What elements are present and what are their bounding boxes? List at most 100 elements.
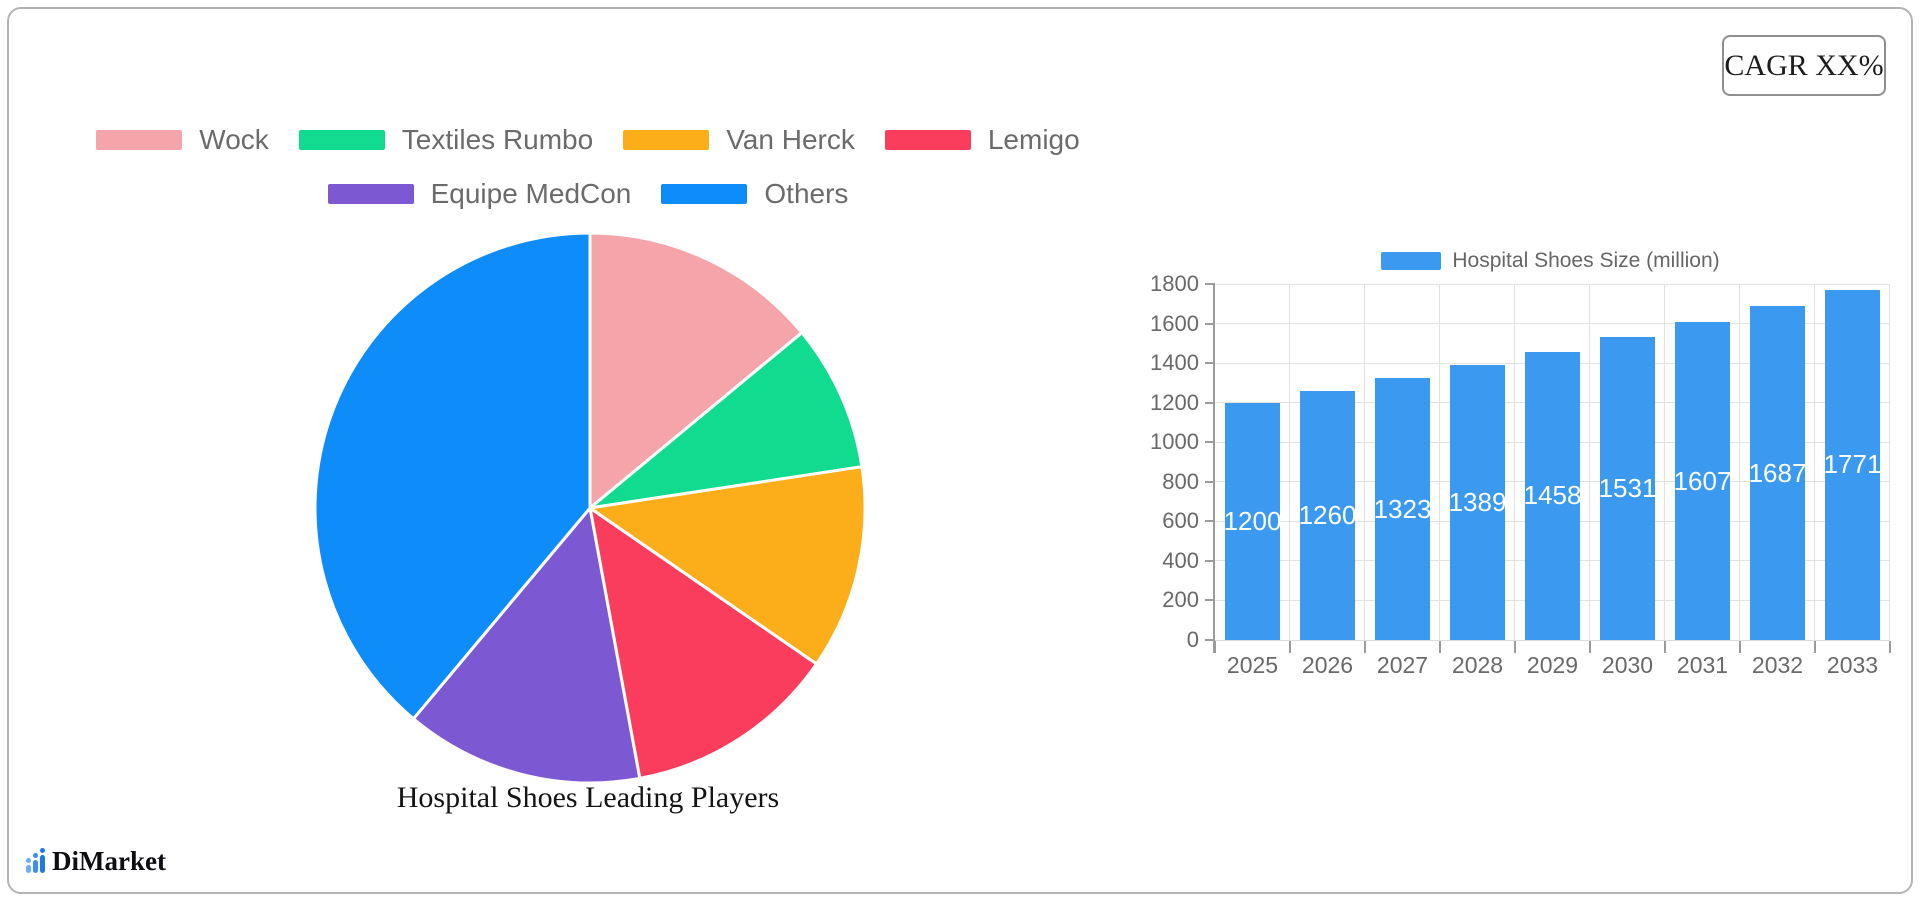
x-axis-tick-label: 2027	[1376, 652, 1429, 678]
y-axis-tick-label: 1200	[1150, 389, 1199, 415]
bar-value-label: 1531	[1598, 473, 1657, 504]
bar-y-axis-labels: 0 200 400 600 800 1000 1200 1400 1600 1800	[1105, 273, 1199, 651]
x-axis-tick-label: 2029	[1526, 652, 1579, 678]
bar-value-label: 1389	[1448, 487, 1507, 518]
pie-legend-item-equipe-medcon[interactable]: Equipe MedCon	[327, 178, 632, 210]
gridline	[1889, 284, 1890, 640]
pie-legend-item-others[interactable]: Others	[661, 178, 848, 210]
bar-value-label: 1771	[1823, 449, 1882, 480]
pie-chart-title: Hospital Shoes Leading Players	[396, 781, 780, 814]
cagr-badge: CAGR XX%	[1722, 35, 1886, 96]
y-axis-tick	[1205, 520, 1215, 523]
bar-legend-swatch	[1381, 252, 1442, 270]
bar-value-label: 1687	[1748, 457, 1807, 488]
y-axis-tick	[1205, 441, 1215, 444]
bar-plot-area: 1200 1260 1323 1389 1458 1531 1607 1687 1771	[1205, 283, 1891, 653]
bar-2029: 1458	[1523, 351, 1582, 640]
y-axis-tick-label: 200	[1162, 587, 1199, 613]
gridline	[1589, 284, 1590, 640]
pie-chart-panel: Wock Textiles Rumbo Van Herck Lemigo Equipe …	[0, 115, 1176, 814]
bar-2025: 1200	[1223, 402, 1282, 640]
pie-slice-equipe-medcon	[411, 506, 642, 785]
x-axis-tick	[1589, 641, 1591, 653]
legend-label: Textiles Rumbo	[401, 124, 594, 155]
gridline	[1814, 284, 1815, 640]
y-axis-line	[1213, 640, 1215, 653]
x-axis-tick-label: 2028	[1451, 652, 1504, 678]
x-axis-tick	[1289, 641, 1291, 653]
x-axis-tick-label: 2026	[1301, 652, 1354, 678]
pie-legend-item-textiles-rumbo[interactable]: Textiles Rumbo	[298, 124, 594, 156]
x-axis-tick-label: 2030	[1601, 652, 1654, 678]
pie-legend-item-wock[interactable]: Wock	[96, 124, 269, 156]
x-axis-tick	[1439, 641, 1441, 653]
legend-swatch	[661, 184, 748, 204]
legend-swatch	[96, 130, 183, 150]
pie-slice-lemigo	[588, 506, 818, 780]
x-axis-tick	[1514, 641, 1516, 653]
y-axis-tick-label: 1800	[1150, 271, 1199, 296]
bar-2032: 1687	[1748, 306, 1807, 640]
bar-legend-label: Hospital Shoes Size (million)	[1452, 249, 1720, 272]
legend-swatch	[884, 130, 971, 150]
gridline	[1289, 284, 1290, 640]
y-axis-tick	[1205, 401, 1215, 404]
y-axis-tick-label: 800	[1162, 468, 1199, 494]
x-axis-tick-label: 2032	[1751, 652, 1804, 678]
bar-legend-item[interactable]: Hospital Shoes Size (million)	[1381, 249, 1720, 273]
x-axis-tick	[1214, 641, 1216, 653]
legend-label: Equipe MedCon	[430, 178, 632, 209]
bar-2033: 1771	[1823, 289, 1882, 640]
y-axis-tick	[1205, 599, 1215, 602]
bar-value-label: 1607	[1673, 465, 1732, 496]
bar-value-label: 1323	[1373, 493, 1432, 524]
bar-2028: 1389	[1448, 365, 1507, 640]
pie-legend-item-van-herck[interactable]: Van Herck	[623, 124, 855, 156]
legend-label: Lemigo	[987, 124, 1080, 155]
y-axis-tick	[1205, 322, 1215, 325]
bar-chart-icon	[26, 847, 45, 876]
brand-name: DiMarket	[52, 846, 166, 876]
x-axis-tick	[1889, 641, 1891, 653]
pie-slice-textiles-rumbo	[588, 331, 864, 510]
pie-legend-item-lemigo[interactable]: Lemigo	[884, 124, 1080, 156]
legend-label: Van Herck	[726, 124, 855, 155]
gridline	[1215, 323, 1890, 325]
bar-value-label: 1458	[1523, 480, 1582, 511]
pie-legend-row: Wock Textiles Rumbo Van Herck Lemigo	[0, 115, 1176, 165]
y-axis-tick	[1205, 639, 1215, 641]
x-axis-tick-label: 2033	[1826, 652, 1879, 678]
x-axis-tick	[1664, 641, 1666, 653]
bar-2027: 1323	[1373, 378, 1432, 640]
y-axis-tick-label: 600	[1162, 508, 1199, 534]
legend-label: Wock	[199, 124, 269, 155]
pie-legend: Wock Textiles Rumbo Van Herck Lemigo Equipe …	[0, 115, 1176, 219]
y-axis-tick-label: 1600	[1150, 310, 1199, 336]
bar-2026: 1260	[1298, 390, 1357, 640]
y-axis-tick	[1205, 480, 1215, 483]
gridline	[1215, 283, 1890, 285]
legend-swatch	[327, 184, 414, 204]
x-axis-tick-label: 2031	[1676, 652, 1729, 678]
pie-slice-others	[313, 231, 592, 721]
y-axis-tick-label: 1400	[1150, 350, 1199, 376]
legend-label: Others	[764, 178, 849, 209]
gridline	[1514, 284, 1515, 640]
pie-slice-wock	[588, 231, 804, 510]
x-axis-tick-label: 2025	[1226, 652, 1279, 678]
bar-value-label: 1200	[1223, 505, 1282, 536]
gridline	[1364, 284, 1365, 640]
y-axis-tick	[1205, 362, 1215, 365]
bar-value-label: 1260	[1298, 499, 1357, 530]
bar-legend: Hospital Shoes Size (million)	[1213, 249, 1888, 273]
legend-swatch	[298, 130, 385, 150]
bar-2031: 1607	[1673, 322, 1732, 640]
bar-chart-panel: Hospital Shoes Size (million) 0 200 400 600…	[1105, 240, 1915, 710]
brand-logo: DiMarket	[26, 846, 166, 876]
pie-legend-row: Equipe MedCon Others	[0, 169, 1176, 219]
pie-chart	[313, 231, 867, 785]
legend-swatch	[623, 130, 710, 150]
y-axis-tick	[1205, 559, 1215, 562]
y-axis-tick	[1205, 283, 1215, 285]
x-axis-tick	[1814, 641, 1816, 653]
